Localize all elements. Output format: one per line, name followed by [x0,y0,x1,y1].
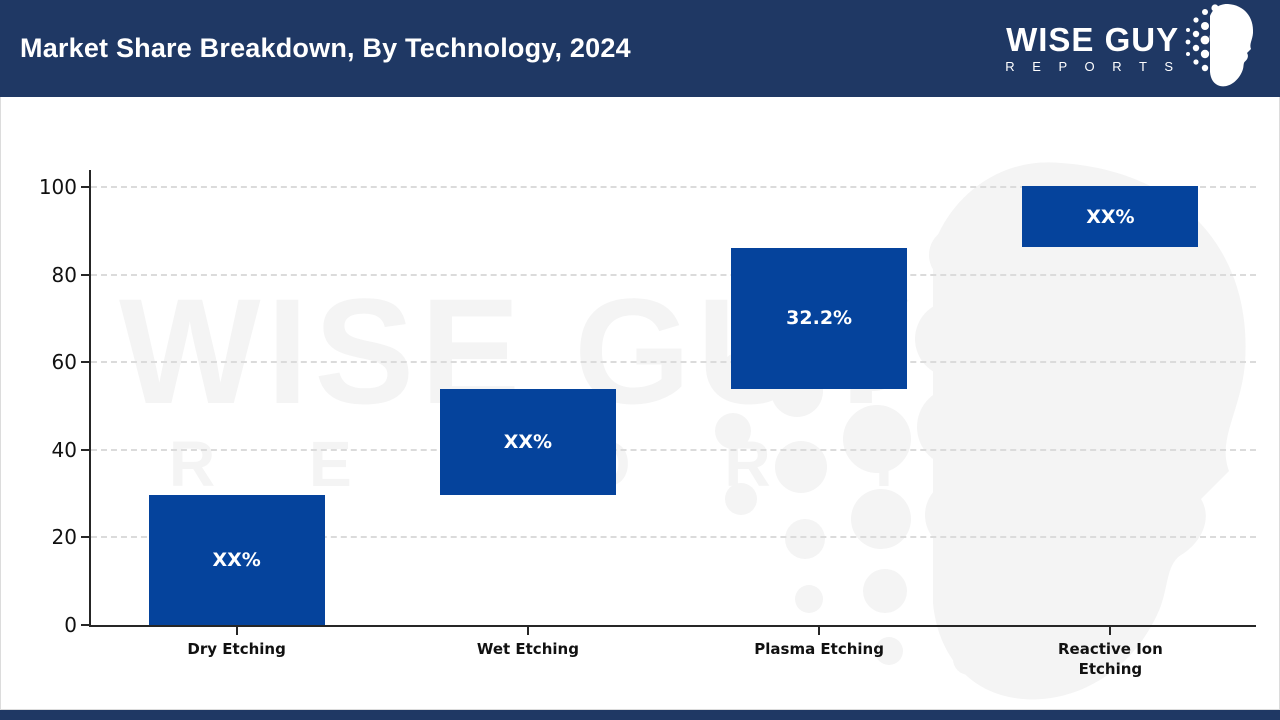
y-tick-mark [81,448,89,451]
page-title: Market Share Breakdown, By Technology, 2… [20,33,631,63]
bar-plasma-etching: 32.2% [731,247,908,389]
gridline-100 [91,186,1256,189]
dotted-head-icon [1182,2,1258,95]
x-tick-mark [1109,627,1112,635]
y-tick-mark [81,273,89,276]
x-tick-mark [818,627,821,635]
bar-wet-etching: XX% [439,388,616,496]
bar-reactive-ion-etching: XX% [1022,186,1199,248]
logo-text: WISE GUY R E P O R T S [1005,20,1180,75]
y-tick-label: 60 [51,350,77,375]
bar-value-label: XX% [1086,205,1135,228]
gridline-60 [91,361,1256,364]
x-category-label: Plasma Etching [754,640,884,658]
bar-value-label: 32.2% [786,307,853,329]
y-tick-label: 0 [64,613,77,637]
y-tick-mark [81,536,89,539]
footer-bar [0,710,1280,720]
x-category-label: Reactive Ion Etching [1057,640,1163,679]
header-bar: Market Share Breakdown, By Technology, 2… [0,0,1280,97]
y-tick-label: 80 [51,262,77,287]
bar-dry-etching: XX% [148,495,325,625]
wise-guy-reports-logo: WISE GUY R E P O R T S [1005,2,1258,95]
y-tick-label: 100 [38,175,77,200]
bar-value-label: XX% [212,549,261,572]
x-category-label: Wet Etching [476,640,579,658]
gridline-20 [91,536,1256,539]
x-category-label: Dry Etching [187,640,286,658]
y-tick-mark [81,186,89,189]
gridline-80 [91,273,1256,276]
y-tick-label: 40 [51,437,77,462]
y-tick-mark [81,361,89,364]
bar-value-label: XX% [503,430,553,453]
chart-area: WISE GUY R E P O R T S 0 20 40 60 80 100 XX% Dr… [0,97,1280,710]
x-tick-mark [235,627,238,635]
logo-name: WISE GUY [1006,20,1180,58]
gridline-40 [91,448,1256,451]
y-tick-mark [81,624,89,626]
y-tick-label: 20 [51,525,77,550]
logo-subtitle: R E P O R T S [1005,59,1180,75]
watermark-head-icon [601,127,1261,709]
plot-area: 0 20 40 60 80 100 XX% Dry Etching XX% Wet Etching… [39,170,1256,678]
x-tick-mark [526,627,529,635]
